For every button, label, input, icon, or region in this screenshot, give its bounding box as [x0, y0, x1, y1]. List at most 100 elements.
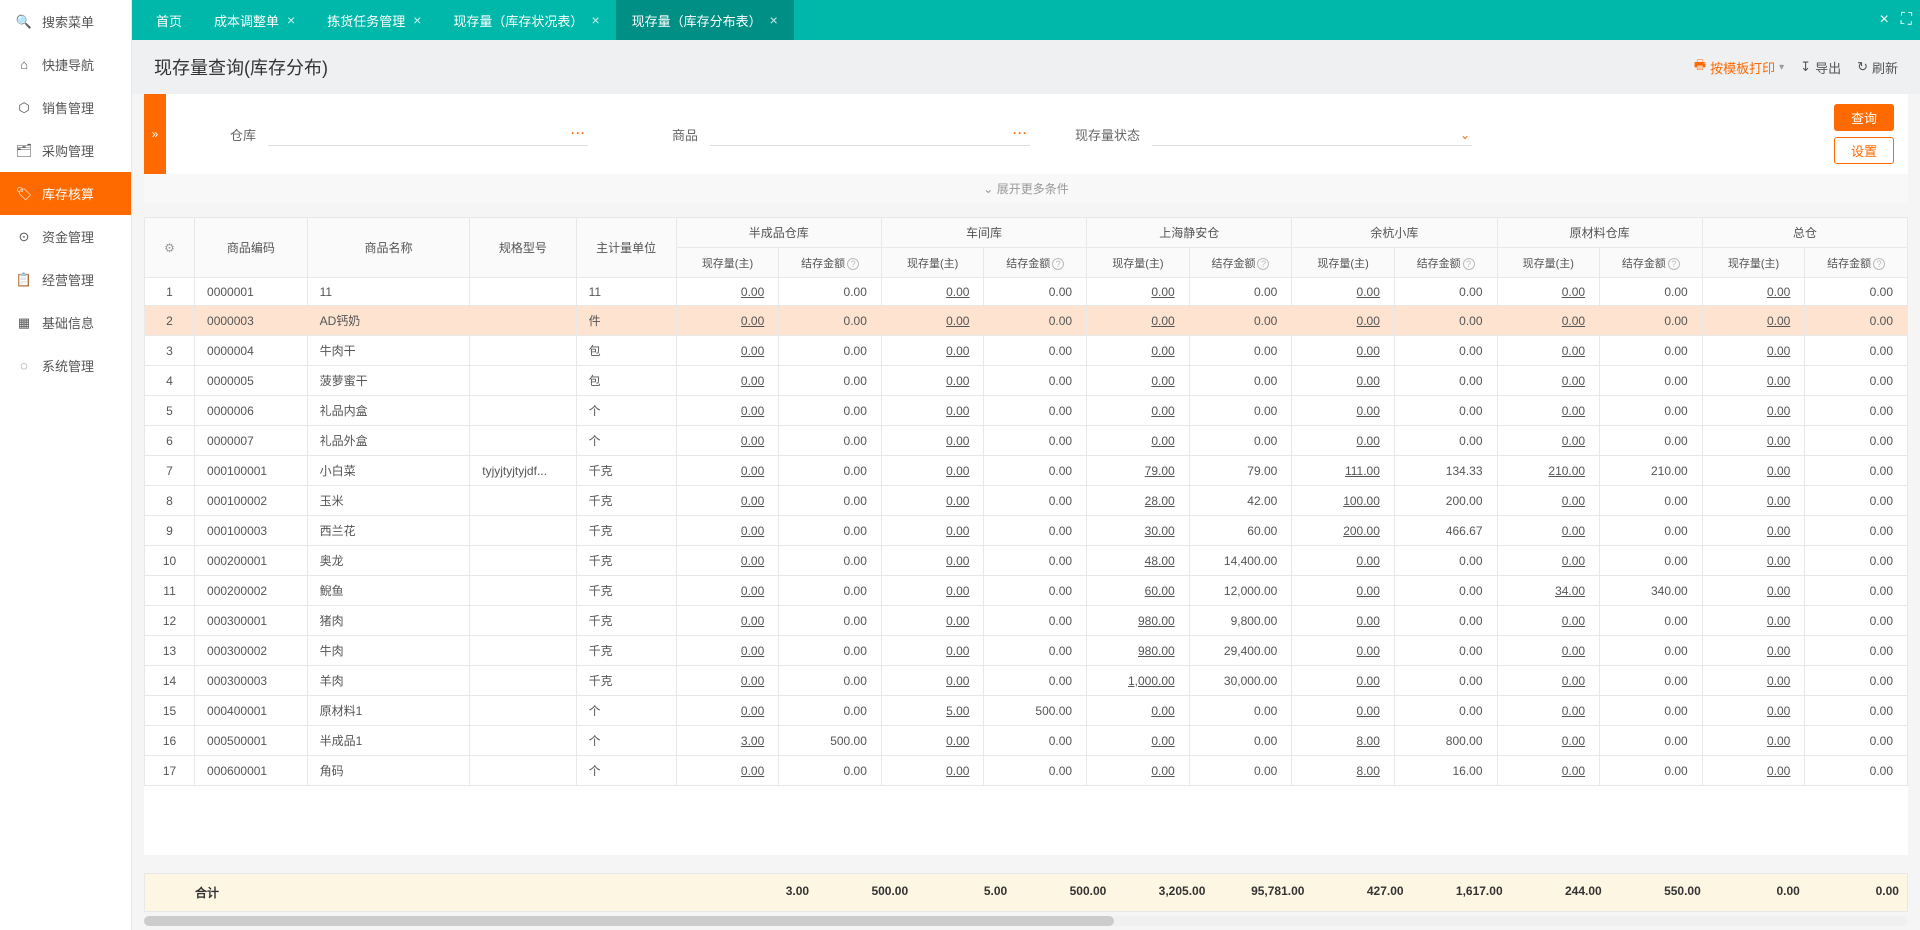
cell-qty[interactable]: 0.00 — [1702, 576, 1805, 606]
table-row[interactable]: 1000000111110.000.000.000.000.000.000.00… — [145, 278, 1908, 306]
table-row[interactable]: 12000300001猪肉千克0.000.000.000.00980.009,8… — [145, 606, 1908, 636]
tab-成本调整单[interactable]: 成本调整单× — [198, 0, 311, 40]
cell-qty[interactable]: 980.00 — [1087, 636, 1190, 666]
query-button[interactable]: 查询 — [1834, 104, 1894, 131]
cell-qty[interactable]: 0.00 — [1087, 426, 1190, 456]
cell-qty[interactable]: 28.00 — [1087, 486, 1190, 516]
cell-qty[interactable]: 0.00 — [676, 278, 779, 306]
cell-qty[interactable]: 0.00 — [1497, 726, 1600, 756]
cell-qty[interactable]: 980.00 — [1087, 606, 1190, 636]
status-dropdown-icon[interactable]: ⌄ — [1460, 128, 1470, 142]
cell-qty[interactable]: 0.00 — [1497, 336, 1600, 366]
cell-qty[interactable]: 0.00 — [1497, 426, 1600, 456]
sidebar-item-搜索菜单[interactable]: 🔍搜索菜单 — [0, 0, 131, 43]
cell-qty[interactable]: 0.00 — [881, 576, 984, 606]
cell-qty[interactable]: 0.00 — [1292, 336, 1395, 366]
cell-qty[interactable]: 0.00 — [1292, 696, 1395, 726]
cell-qty[interactable]: 0.00 — [1702, 516, 1805, 546]
cell-qty[interactable]: 0.00 — [881, 756, 984, 786]
collapse-search-button[interactable]: » — [144, 94, 166, 174]
warehouse-picker-icon[interactable]: ··· — [571, 126, 586, 140]
cell-qty[interactable]: 0.00 — [1702, 546, 1805, 576]
sidebar-item-采购管理[interactable]: 🗂采购管理 — [0, 129, 131, 172]
cell-qty[interactable]: 0.00 — [1497, 306, 1600, 336]
table-row[interactable]: 7000100001小白菜tyjyjtyjtyjdf...千克0.000.000… — [145, 456, 1908, 486]
cell-qty[interactable]: 0.00 — [881, 396, 984, 426]
horizontal-scrollbar[interactable] — [144, 916, 1908, 926]
cell-qty[interactable]: 0.00 — [676, 636, 779, 666]
cell-qty[interactable]: 0.00 — [676, 666, 779, 696]
cell-qty[interactable]: 0.00 — [1497, 486, 1600, 516]
cell-qty[interactable]: 0.00 — [881, 606, 984, 636]
cell-qty[interactable]: 0.00 — [676, 756, 779, 786]
cell-qty[interactable]: 111.00 — [1292, 456, 1395, 486]
warehouse-input[interactable] — [268, 122, 588, 146]
cell-qty[interactable]: 0.00 — [676, 426, 779, 456]
cell-qty[interactable]: 8.00 — [1292, 756, 1395, 786]
cell-qty[interactable]: 0.00 — [1292, 606, 1395, 636]
table-row[interactable]: 9000100003西兰花千克0.000.000.000.0030.0060.0… — [145, 516, 1908, 546]
cell-qty[interactable]: 200.00 — [1292, 516, 1395, 546]
cell-qty[interactable]: 0.00 — [881, 336, 984, 366]
cell-qty[interactable]: 0.00 — [1087, 396, 1190, 426]
table-row[interactable]: 17000600001角码个0.000.000.000.000.000.008.… — [145, 756, 1908, 786]
table-row[interactable]: 13000300002牛肉千克0.000.000.000.00980.0029,… — [145, 636, 1908, 666]
close-icon[interactable]: × — [413, 12, 421, 28]
table-row[interactable]: 10000200001奥龙千克0.000.000.000.0048.0014,4… — [145, 546, 1908, 576]
cell-qty[interactable]: 8.00 — [1292, 726, 1395, 756]
tab-现存量（库存状况表）[interactable]: 现存量（库存状况表）× — [437, 0, 615, 40]
cell-qty[interactable]: 60.00 — [1087, 576, 1190, 606]
cell-qty[interactable]: 0.00 — [676, 546, 779, 576]
cell-qty[interactable]: 0.00 — [1702, 666, 1805, 696]
product-picker-icon[interactable]: ··· — [1013, 126, 1028, 140]
sidebar-item-资金管理[interactable]: ⊙资金管理 — [0, 215, 131, 258]
cell-qty[interactable]: 0.00 — [881, 516, 984, 546]
cell-qty[interactable]: 0.00 — [881, 486, 984, 516]
sidebar-item-系统管理[interactable]: ◌系统管理 — [0, 344, 131, 387]
cell-qty[interactable]: 0.00 — [1497, 696, 1600, 726]
cell-qty[interactable]: 0.00 — [1292, 576, 1395, 606]
table-row[interactable]: 20000003AD钙奶件0.000.000.000.000.000.000.0… — [145, 306, 1908, 336]
cell-qty[interactable]: 0.00 — [881, 726, 984, 756]
table-row[interactable]: 8000100002玉米千克0.000.000.000.0028.0042.00… — [145, 486, 1908, 516]
cell-qty[interactable]: 0.00 — [1702, 636, 1805, 666]
cell-qty[interactable]: 0.00 — [1702, 336, 1805, 366]
cell-qty[interactable]: 0.00 — [1702, 696, 1805, 726]
cell-qty[interactable]: 0.00 — [1087, 278, 1190, 306]
cell-qty[interactable]: 0.00 — [676, 366, 779, 396]
cell-qty[interactable]: 0.00 — [1497, 278, 1600, 306]
cell-qty[interactable]: 79.00 — [1087, 456, 1190, 486]
cell-qty[interactable]: 100.00 — [1292, 486, 1395, 516]
table-settings-icon[interactable]: ⚙ — [145, 218, 195, 278]
cell-qty[interactable]: 0.00 — [1702, 456, 1805, 486]
cell-qty[interactable]: 0.00 — [881, 366, 984, 396]
cell-qty[interactable]: 0.00 — [676, 606, 779, 636]
cell-qty[interactable]: 210.00 — [1497, 456, 1600, 486]
cell-qty[interactable]: 0.00 — [676, 486, 779, 516]
tab-现存量（库存分布表）[interactable]: 现存量（库存分布表）× — [616, 0, 794, 40]
cell-qty[interactable]: 0.00 — [676, 306, 779, 336]
table-row[interactable]: 14000300003羊肉千克0.000.000.000.001,000.003… — [145, 666, 1908, 696]
cell-qty[interactable]: 0.00 — [881, 546, 984, 576]
cell-qty[interactable]: 0.00 — [1702, 426, 1805, 456]
cell-qty[interactable]: 0.00 — [676, 456, 779, 486]
table-row[interactable]: 15000400001原材料1个0.000.005.00500.000.000.… — [145, 696, 1908, 726]
cell-qty[interactable]: 0.00 — [1497, 606, 1600, 636]
tab-首页[interactable]: 首页 — [140, 0, 198, 40]
sidebar-item-销售管理[interactable]: ⬡销售管理 — [0, 86, 131, 129]
cell-qty[interactable]: 0.00 — [881, 636, 984, 666]
product-input[interactable] — [710, 122, 1030, 146]
cell-qty[interactable]: 34.00 — [1497, 576, 1600, 606]
tab-close-all-icon[interactable]: × — [1879, 11, 1888, 29]
close-icon[interactable]: × — [287, 12, 295, 28]
fullscreen-icon[interactable]: ⛶ — [1901, 11, 1912, 29]
cell-qty[interactable]: 0.00 — [1497, 666, 1600, 696]
sidebar-item-基础信息[interactable]: ▦基础信息 — [0, 301, 131, 344]
cell-qty[interactable]: 0.00 — [881, 666, 984, 696]
table-row[interactable]: 50000006礼品内盒个0.000.000.000.000.000.000.0… — [145, 396, 1908, 426]
settings-button[interactable]: 设置 — [1834, 137, 1894, 164]
cell-qty[interactable]: 0.00 — [1292, 666, 1395, 696]
tab-拣货任务管理[interactable]: 拣货任务管理× — [311, 0, 437, 40]
cell-qty[interactable]: 0.00 — [1702, 278, 1805, 306]
sidebar-item-经营管理[interactable]: 📋经营管理 — [0, 258, 131, 301]
